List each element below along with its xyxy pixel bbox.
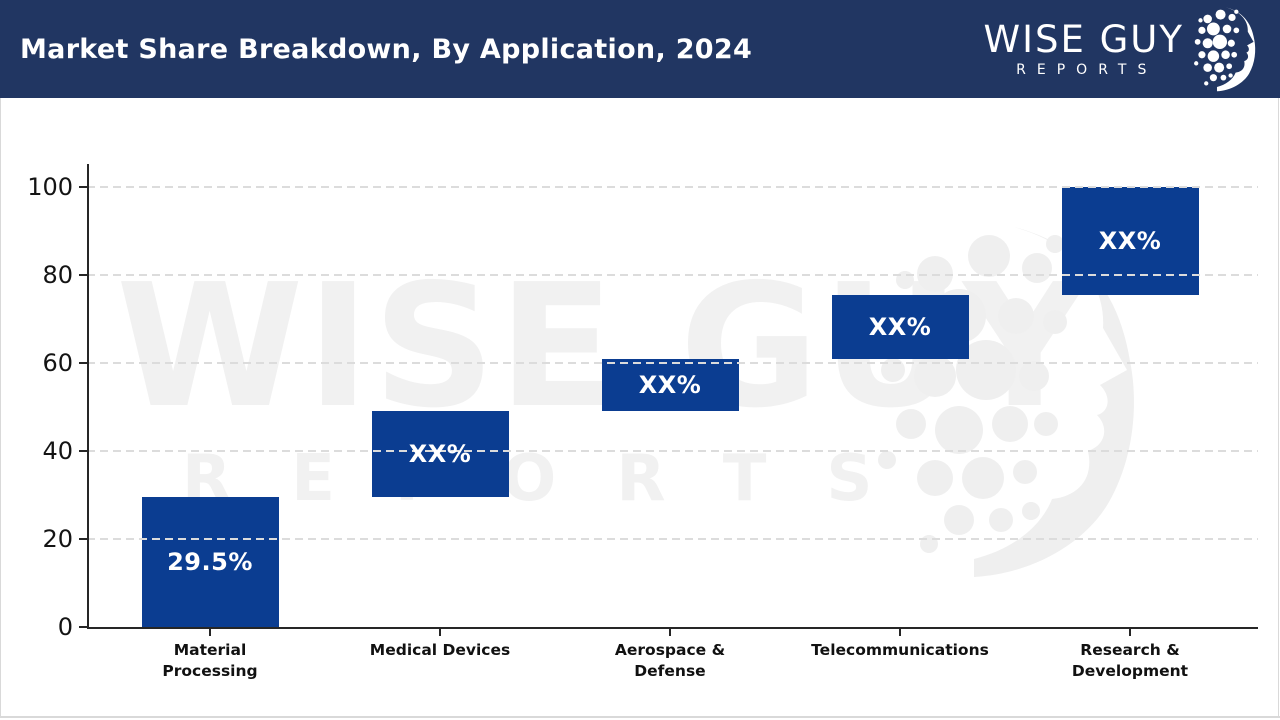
- bar: [141, 497, 279, 627]
- y-tick-label: 60: [42, 349, 73, 377]
- y-tick: [79, 626, 87, 628]
- bar-value-label: 29.5%: [167, 548, 253, 577]
- page-border-bottom: [0, 716, 1280, 718]
- y-tick-label: 100: [27, 173, 73, 201]
- x-category-label: Aerospace & Defense: [614, 641, 726, 680]
- bar-value-label: XX%: [868, 312, 932, 341]
- gridline: [87, 274, 1258, 276]
- y-tick: [79, 362, 87, 364]
- wise-guy-reports-logo: WISE GUY REPORTS: [984, 6, 1258, 92]
- page-border-right: [1278, 98, 1279, 718]
- gridline: [87, 362, 1258, 364]
- logo-reports-label: REPORTS: [1016, 61, 1158, 78]
- x-axis-line: [87, 627, 1258, 629]
- x-category-label: Medical Devices: [369, 641, 511, 659]
- y-tick: [79, 450, 87, 452]
- page-title: Market Share Breakdown, By Application, …: [20, 33, 753, 65]
- header-bar: Market Share Breakdown, By Application, …: [0, 0, 1280, 98]
- x-category-label: Research & Development: [1071, 641, 1189, 680]
- bar-value-label: XX%: [408, 440, 472, 469]
- y-tick-label: 20: [42, 525, 73, 553]
- bar-value-label: XX%: [638, 370, 702, 399]
- y-tick: [79, 538, 87, 540]
- x-tick: [209, 629, 211, 636]
- logo-wiseguy-label: WISE GUY: [983, 17, 1184, 61]
- y-tick: [79, 274, 87, 276]
- y-tick-label: 80: [42, 261, 73, 289]
- x-category-label: Material Processing: [162, 641, 258, 680]
- bar-value-label: XX%: [1098, 226, 1162, 255]
- bar: [371, 411, 509, 498]
- gridline: [87, 186, 1258, 188]
- bar: [1061, 187, 1199, 295]
- y-tick: [79, 186, 87, 188]
- x-category-label: Telecommunications: [811, 641, 989, 659]
- y-tick-label: 40: [42, 437, 73, 465]
- bar: [601, 358, 739, 412]
- x-tick: [439, 629, 441, 636]
- bar: [831, 294, 969, 359]
- x-tick: [899, 629, 901, 636]
- logo-text: WISE GUY REPORTS: [984, 21, 1184, 78]
- gridline: [87, 450, 1258, 452]
- y-tick-label: 0: [57, 613, 73, 641]
- x-tick: [669, 629, 671, 636]
- gridline: [87, 538, 1258, 540]
- y-axis-line: [87, 164, 89, 629]
- page-border-left: [0, 98, 1, 718]
- x-tick: [1129, 629, 1131, 636]
- logo-face-icon: [1186, 6, 1258, 92]
